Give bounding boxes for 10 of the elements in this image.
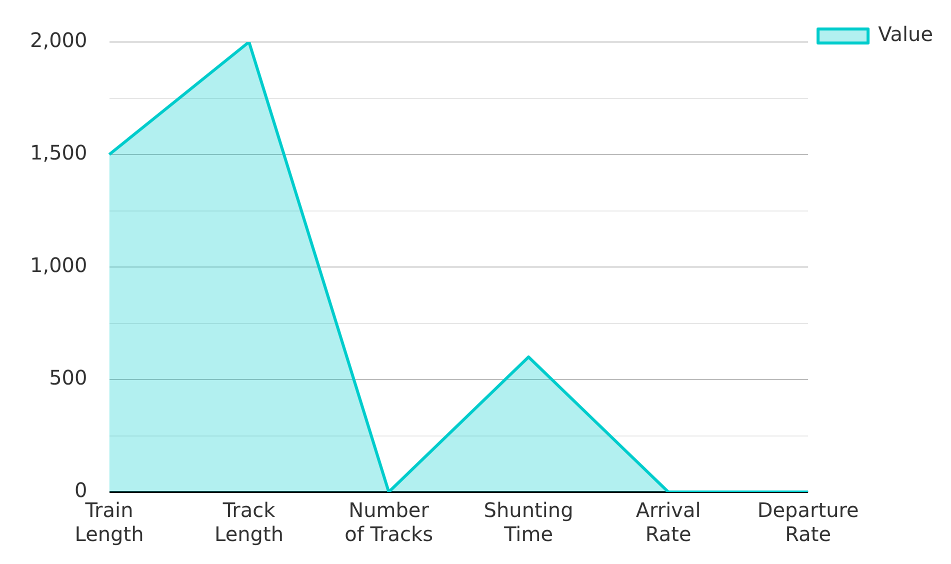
y-tick-label: 2,000: [30, 28, 88, 52]
x-tick-label: Track Length: [214, 498, 284, 546]
x-tick-label: Departure Rate: [757, 498, 859, 546]
y-tick-label: 1,500: [30, 140, 88, 165]
x-tick-label: Arrival Rate: [636, 498, 701, 546]
y-tick-label: 1,000: [30, 253, 88, 278]
x-tick-label: Shunting Time: [484, 498, 574, 546]
x-tick-label: Number of Tracks: [344, 498, 433, 546]
y-tick-label: 500: [49, 366, 88, 390]
legend-label: Value: [878, 22, 933, 46]
